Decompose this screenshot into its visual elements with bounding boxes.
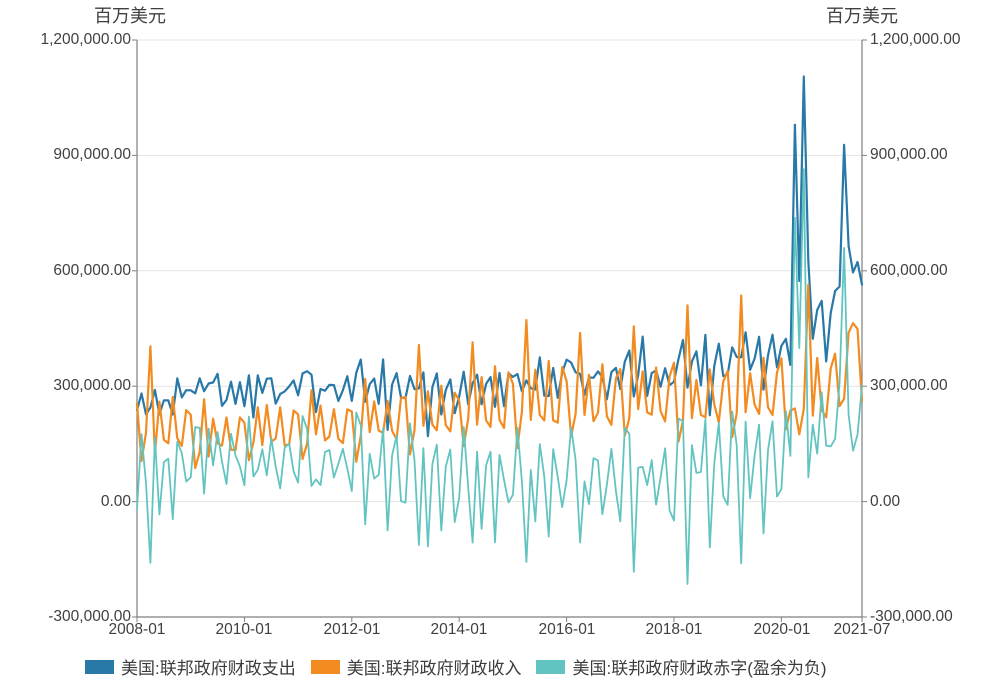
x-tick-label: 2018-01 (645, 621, 703, 638)
legend-label-deficit: 美国:联邦政府财政赤字(盈余为负) (572, 659, 827, 678)
deficit-series-swatch-icon (536, 659, 566, 674)
x-tick-label: 2008-01 (108, 621, 166, 638)
y-tick-label-left: -300,000.00 (48, 608, 131, 625)
y-tick-label-left: 0.00 (100, 493, 131, 510)
y-tick-label-right: 900,000.00 (870, 146, 948, 163)
legend-label-expenditure: 美国:联邦政府财政支出 (121, 659, 296, 678)
left-axis-unit-title: 百万美元 (94, 6, 166, 26)
y-tick-label-right: 600,000.00 (870, 262, 948, 279)
x-tick-label: 2012-01 (323, 621, 381, 638)
y-tick-label-right: 0.00 (870, 493, 901, 510)
x-tick-label: 2010-01 (215, 621, 273, 638)
right-axis-unit-title: 百万美元 (826, 6, 898, 26)
x-tick-label: 2021-07 (833, 621, 891, 638)
y-tick-label-right: 1,200,000.00 (870, 31, 961, 48)
y-tick-label-right: 300,000.00 (870, 377, 948, 394)
y-tick-label-left: 1,200,000.00 (40, 31, 131, 48)
legend-item-expenditure: 美国:联邦政府财政支出 (85, 654, 296, 679)
legend-item-revenue: 美国:联邦政府财政收入 (310, 654, 522, 679)
x-tick-label: 2020-01 (753, 621, 811, 638)
expenditure-series-swatch-icon (85, 659, 114, 674)
legend: 美国:联邦政府财政支出 美国:联邦政府财政收入 美国:联邦政府财政赤字(盈余为负… (85, 654, 827, 679)
y-tick-label-left: 300,000.00 (53, 377, 131, 394)
legend-item-deficit: 美国:联邦政府财政赤字(盈余为负) (536, 654, 827, 679)
y-tick-label-right: -300,000.00 (870, 608, 953, 625)
x-tick-label: 2016-01 (538, 621, 596, 638)
y-tick-label-left: 900,000.00 (53, 146, 131, 163)
legend-label-revenue: 美国:联邦政府财政收入 (346, 659, 522, 678)
y-tick-label-left: 600,000.00 (53, 262, 131, 279)
x-tick-label: 2014-01 (430, 621, 488, 638)
revenue-series-swatch-icon (310, 659, 340, 674)
